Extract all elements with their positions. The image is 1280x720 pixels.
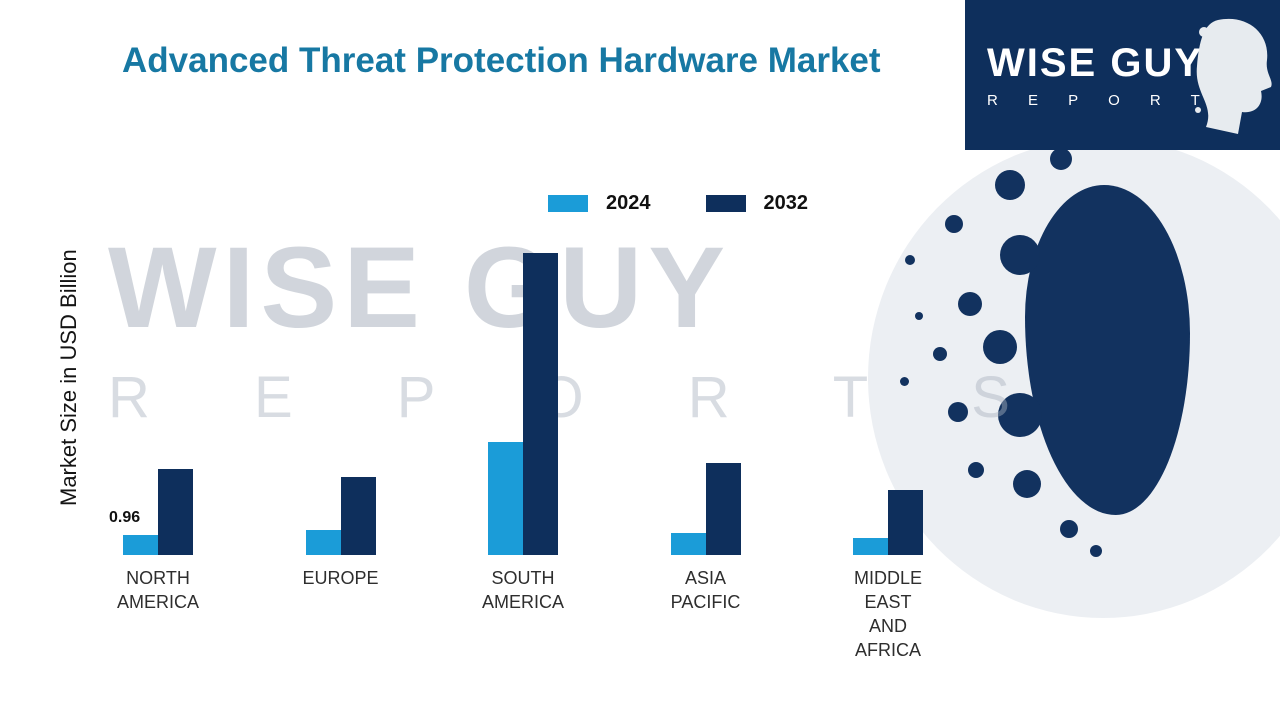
page-title: Advanced Threat Protection Hardware Mark… [122,41,881,80]
decor-dot [1060,520,1078,538]
category-label-2: SOUTH AMERICA [481,568,564,612]
bar-2024-4 [853,538,888,555]
decor-dot [905,255,915,265]
legend-label-2032: 2032 [763,192,809,214]
decor-dot [998,393,1042,437]
y-axis-label: Market Size in USD Billion [56,249,81,506]
decor-dot [958,292,982,316]
legend-label-2024: 2024 [606,192,651,214]
bar-2032-3 [705,463,741,555]
category-label-4: MIDDLE EAST AND AFRICA [853,568,922,660]
category-label-0: NORTH AMERICA [116,568,199,612]
decor-dot [995,170,1025,200]
bar-group-3: ASIA PACIFIC [670,463,741,612]
decor-dot [948,402,968,422]
category-label-3: ASIA PACIFIC [670,568,741,612]
decor-dot [1090,545,1102,557]
plot-area: 0.96 NORTH AMERICA EUROPE SOUTH AMERICA ASIA PA… [109,240,923,660]
bar-2024-3 [670,533,706,555]
bar-group-1: EUROPE [302,477,379,588]
bar-2024-1 [305,530,341,555]
logo-sub: R E P O R T S [987,92,1253,109]
decor-dot [933,347,947,361]
legend-swatch-2032 [705,195,746,212]
decor-dot [1050,148,1072,170]
bar-2024-0: 0.96 [109,509,158,555]
bar-2032-4 [888,490,923,555]
watermark-sub: R E P O R T S [108,365,1054,430]
decor-dot [900,377,909,386]
decor-dot [968,462,984,478]
bar-group-4: MIDDLE EAST AND AFRICA [853,490,923,660]
legend: 2024 2032 [548,192,808,215]
legend-swatch-2024 [548,195,588,212]
bar-2032-0 [158,469,193,555]
legend-item-2024: 2024 [548,192,651,215]
logo-face-icon [1195,18,1272,135]
legend-item-2032: 2032 [705,192,809,215]
bar-annotation: 0.96 [109,509,141,526]
decor-dot [1000,235,1040,275]
bar-2024-2 [488,442,523,555]
watermark: WISE GUY R E P O R T S [108,222,1054,431]
watermark-name: WISE GUY [108,224,732,352]
bar-group-2: SOUTH AMERICA [482,253,564,612]
logo-name: WISE GUY [987,41,1204,85]
decor-dot [945,215,963,233]
decor-dot [915,312,923,320]
bar-2032-1 [340,477,376,555]
category-label-1: EUROPE [302,568,379,588]
bar-2032-2 [523,253,558,555]
decor-dot [1013,470,1041,498]
logo-block: WISE GUY R E P O R T S [965,0,1280,150]
decor-head-silhouette [1025,185,1190,515]
bar-group-0: 0.96 NORTH AMERICA [109,469,199,612]
decor-dot [983,330,1017,364]
